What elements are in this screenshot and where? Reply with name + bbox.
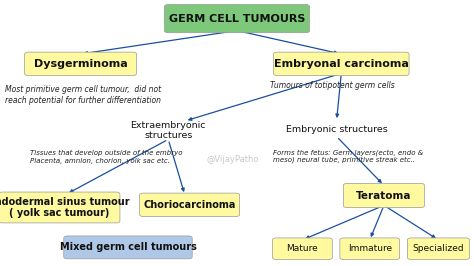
FancyBboxPatch shape <box>0 192 120 223</box>
Text: Mixed germ cell tumours: Mixed germ cell tumours <box>60 242 196 252</box>
Text: Tissues that develop outside of the embryo
Placenta, amnion, chorion, yolk sac e: Tissues that develop outside of the embr… <box>30 150 183 164</box>
FancyBboxPatch shape <box>407 238 469 260</box>
FancyBboxPatch shape <box>164 5 310 33</box>
FancyBboxPatch shape <box>273 52 409 76</box>
Text: Specialized: Specialized <box>413 244 464 253</box>
Text: Endodermal sinus tumour
( yolk sac tumour): Endodermal sinus tumour ( yolk sac tumou… <box>0 197 130 218</box>
FancyBboxPatch shape <box>64 236 192 259</box>
Text: Choriocarcinoma: Choriocarcinoma <box>144 200 236 210</box>
Text: Extraembryonic
structures: Extraembryonic structures <box>130 121 206 140</box>
Text: Teratoma: Teratoma <box>356 190 412 201</box>
FancyBboxPatch shape <box>25 52 137 76</box>
Text: @VijayPatho: @VijayPatho <box>206 155 258 164</box>
FancyBboxPatch shape <box>343 184 424 207</box>
FancyBboxPatch shape <box>139 193 240 217</box>
Text: Most primitive germ cell tumour,  did not
reach potential for further differenti: Most primitive germ cell tumour, did not… <box>5 85 161 105</box>
Text: Dysgerminoma: Dysgerminoma <box>34 59 128 69</box>
Text: Mature: Mature <box>287 244 318 253</box>
Text: Immature: Immature <box>347 244 392 253</box>
FancyBboxPatch shape <box>340 238 400 260</box>
Text: Embryonic structures: Embryonic structures <box>286 124 387 134</box>
Text: GERM CELL TUMOURS: GERM CELL TUMOURS <box>169 14 305 24</box>
Text: Tumours of totipotent germ cells: Tumours of totipotent germ cells <box>270 81 395 90</box>
Text: Embryonal carcinoma: Embryonal carcinoma <box>274 59 409 69</box>
Text: Forms the fetus: Germ layers(ecto, endo &
meso) neural tube, primitive streak et: Forms the fetus: Germ layers(ecto, endo … <box>273 149 423 163</box>
FancyBboxPatch shape <box>273 238 332 260</box>
